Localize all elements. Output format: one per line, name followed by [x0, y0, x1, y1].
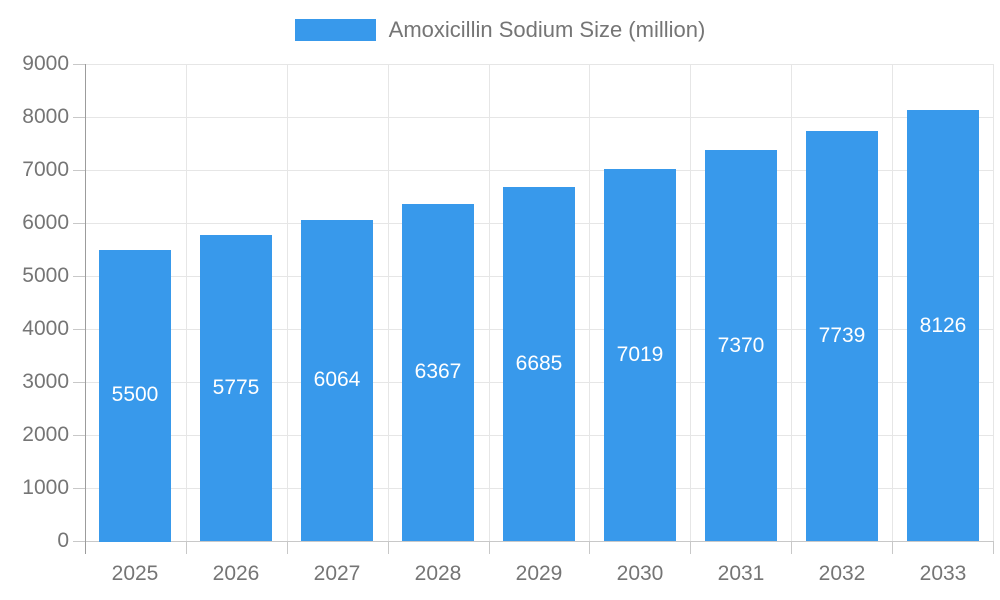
x-tick	[791, 541, 792, 554]
bar-2026[interactable]	[200, 235, 272, 541]
x-axis-label: 2031	[717, 562, 765, 585]
x-tick	[287, 541, 288, 554]
x-gridline	[690, 64, 691, 541]
bar-value-label: 8126	[919, 314, 967, 337]
x-axis-line	[85, 541, 993, 542]
y-tick	[73, 276, 85, 277]
x-tick	[388, 541, 389, 554]
legend-swatch	[294, 19, 376, 41]
bar-value-label: 6685	[515, 352, 563, 375]
bar-2029[interactable]	[503, 187, 575, 541]
bar-2032[interactable]	[806, 131, 878, 541]
y-tick	[73, 223, 85, 224]
y-axis-label: 7000	[22, 158, 69, 181]
y-tick	[73, 64, 85, 65]
x-axis-label: 2028	[414, 562, 462, 585]
legend-label: Amoxicillin Sodium Size (million)	[388, 17, 706, 42]
x-gridline	[287, 64, 288, 541]
x-tick	[892, 541, 893, 554]
y-axis-label: 3000	[22, 370, 69, 393]
y-tick	[73, 488, 85, 489]
x-axis-label: 2032	[818, 562, 866, 585]
x-axis-label: 2025	[111, 562, 159, 585]
bar-value-label: 7019	[616, 343, 664, 366]
y-axis-line	[85, 64, 86, 554]
bar-2031[interactable]	[705, 150, 777, 541]
y-axis-label: 9000	[22, 52, 69, 75]
y-axis-label: 2000	[22, 423, 69, 446]
x-tick	[186, 541, 187, 554]
bar-2030[interactable]	[604, 169, 676, 541]
y-axis-label: 6000	[22, 211, 69, 234]
x-axis-label: 2027	[313, 562, 361, 585]
y-axis-label: 5000	[22, 264, 69, 287]
y-axis-label: 1000	[22, 476, 69, 499]
bar-value-label: 5500	[111, 383, 159, 406]
bar-2033[interactable]	[907, 110, 979, 541]
y-axis-label: 0	[57, 529, 69, 552]
bar-2028[interactable]	[402, 204, 474, 541]
x-gridline	[993, 64, 994, 541]
legend[interactable]: Amoxicillin Sodium Size (million)	[0, 17, 1000, 43]
x-gridline	[489, 64, 490, 541]
y-tick	[73, 382, 85, 383]
y-axis-label: 4000	[22, 317, 69, 340]
y-tick	[73, 170, 85, 171]
bar-value-label: 6064	[313, 368, 361, 391]
bar-value-label: 5775	[212, 376, 260, 399]
y-tick	[73, 117, 85, 118]
x-tick	[690, 541, 691, 554]
x-gridline	[388, 64, 389, 541]
bar-value-label: 7739	[818, 324, 866, 347]
x-axis-label: 2029	[515, 562, 563, 585]
x-axis-label: 2026	[212, 562, 260, 585]
x-tick	[489, 541, 490, 554]
x-tick	[589, 541, 590, 554]
y-gridline	[85, 170, 993, 171]
bar-2027[interactable]	[301, 220, 373, 541]
y-tick	[73, 541, 85, 542]
x-gridline	[589, 64, 590, 541]
y-gridline	[85, 117, 993, 118]
bar-value-label: 7370	[717, 334, 765, 357]
y-gridline	[85, 64, 993, 65]
bar-2025[interactable]	[99, 250, 171, 542]
x-tick	[993, 541, 994, 554]
x-axis-label: 2033	[919, 562, 967, 585]
x-axis-label: 2030	[616, 562, 664, 585]
y-tick	[73, 329, 85, 330]
y-axis-label: 8000	[22, 105, 69, 128]
x-gridline	[892, 64, 893, 541]
bar-value-label: 6367	[414, 360, 462, 383]
y-tick	[73, 435, 85, 436]
x-gridline	[186, 64, 187, 541]
x-gridline	[791, 64, 792, 541]
